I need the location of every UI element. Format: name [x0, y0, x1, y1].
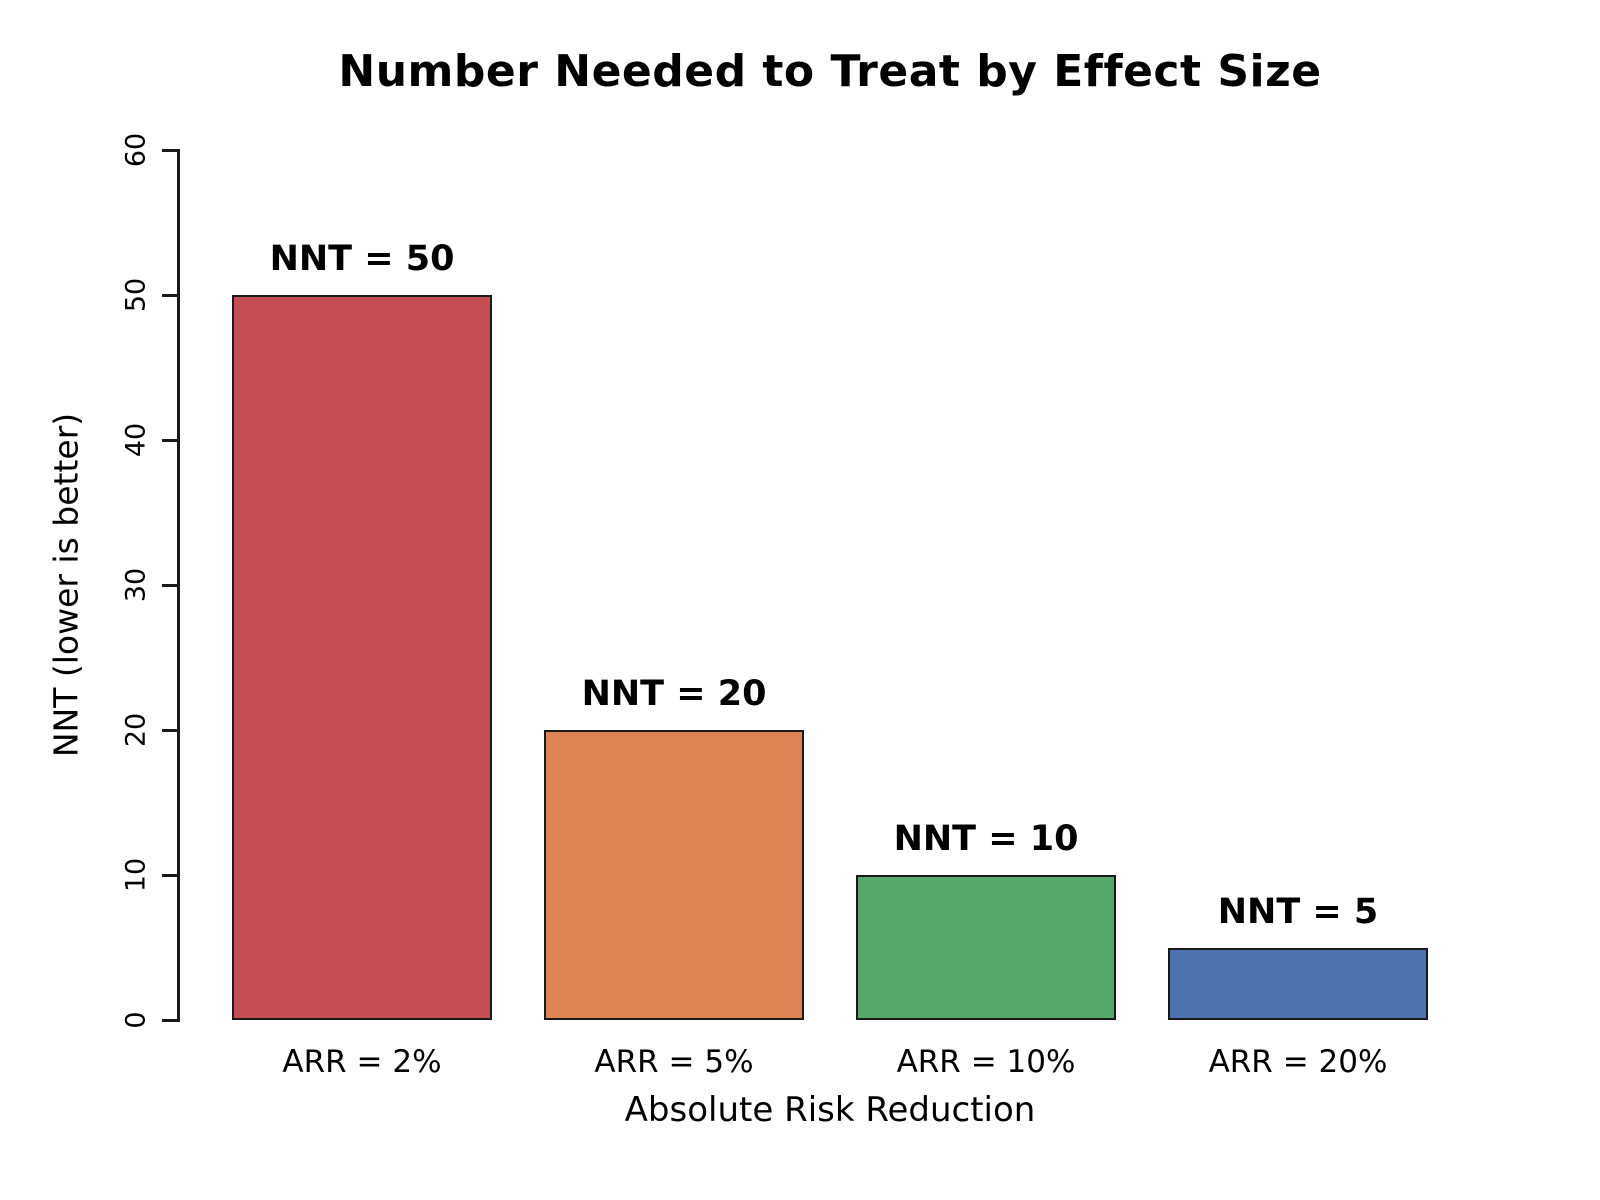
y-tick-label: 10: [120, 857, 152, 893]
y-tick-label: 60: [120, 132, 152, 168]
bar-value-label: NNT = 20: [581, 674, 767, 714]
bar-value-label: NNT = 50: [269, 239, 455, 279]
bar: [1168, 947, 1428, 1020]
x-category-label: ARR = 20%: [1208, 1044, 1388, 1080]
plot-area: 0 10 20 30 40 50 60 NNT = 50 ARR = 2% NNT = 20 ARR…: [121, 133, 1480, 1130]
y-tick-label: 0: [120, 1011, 152, 1029]
x-category-label: ARR = 10%: [896, 1044, 1076, 1080]
bar-value-label: NNT = 5: [1217, 891, 1379, 932]
y-tick-label: 20: [120, 712, 152, 748]
y-tick: [162, 148, 180, 152]
bar: [544, 730, 804, 1020]
y-tick-label: 30: [120, 567, 152, 603]
y-tick: [162, 728, 180, 732]
x-axis-title: Absolute Risk Reduction: [624, 1090, 1036, 1130]
y-tick: [162, 293, 180, 297]
bar: [856, 875, 1116, 1020]
x-category-label: ARR = 5%: [594, 1044, 754, 1080]
y-tick: [162, 438, 180, 442]
x-category-label: ARR = 2%: [282, 1044, 442, 1080]
y-tick: [162, 583, 180, 587]
bar-value-label: NNT = 10: [893, 819, 1079, 859]
y-axis-title: NNT (lower is better): [46, 412, 86, 758]
y-tick: [162, 1018, 180, 1022]
y-tick: [162, 873, 180, 877]
y-tick-label: 50: [120, 277, 152, 313]
chart-title: Number Needed to Treat by Effect Size: [338, 46, 1322, 97]
y-tick-label: 40: [120, 422, 152, 458]
bar: [232, 295, 492, 1020]
